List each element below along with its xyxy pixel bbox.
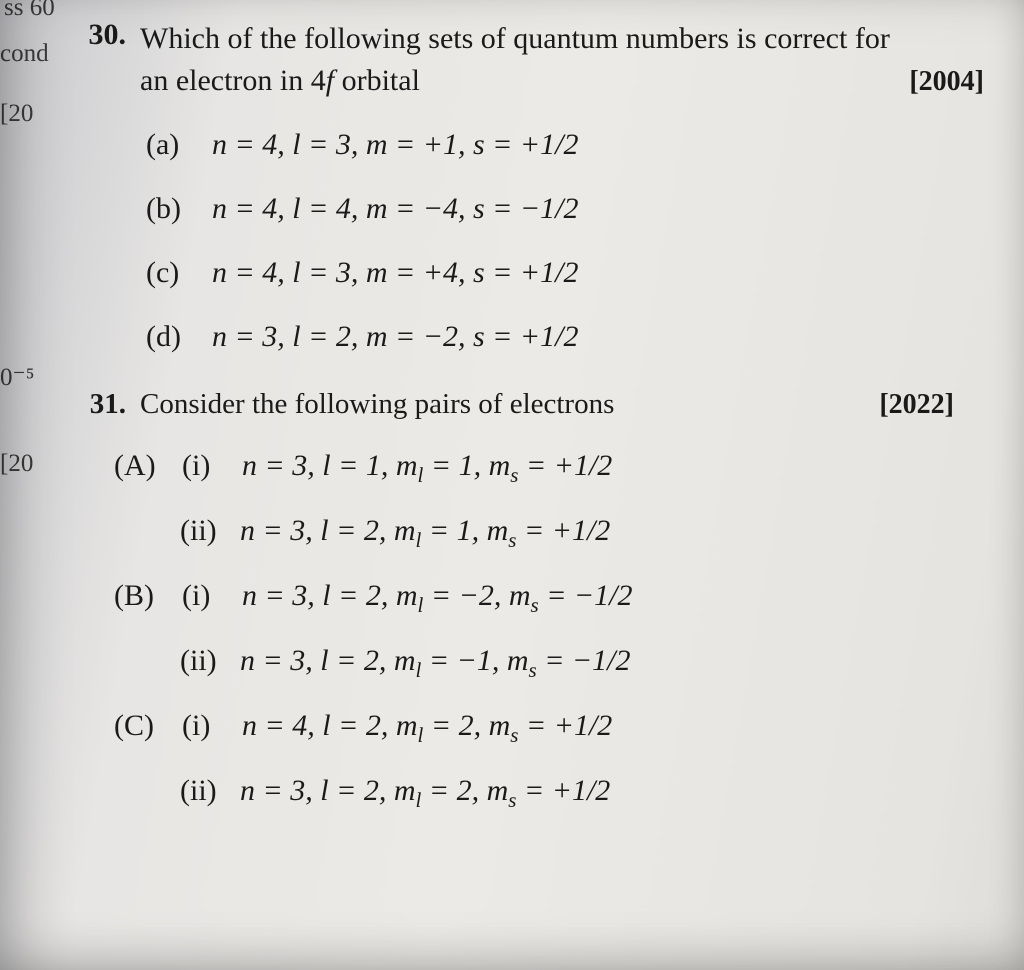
q30-opt-a-label: (a) bbox=[146, 128, 192, 162]
q31-C-ii-inner: (ii) bbox=[180, 774, 226, 808]
q30-options: (a) n = 4, l = 3, m = +1, s = +1/2 (b) n… bbox=[146, 128, 984, 354]
q31-C-outer: (C) bbox=[114, 709, 168, 743]
q30-opt-b-label: (b) bbox=[146, 192, 192, 226]
q31-pair-A-i: (A) (i) n = 3, l = 1, ml = 1, ms = +1/2 bbox=[114, 449, 984, 488]
q31-number: 31. bbox=[80, 388, 126, 421]
q31-A-ii-inner: (ii) bbox=[180, 514, 226, 548]
q31-C-i-math: n = 4, l = 2, ml = 2, ms = +1/2 bbox=[242, 709, 612, 748]
q30-stem-line1: Which of the following sets of quantum n… bbox=[140, 22, 890, 55]
q31-A-i-math: n = 3, l = 1, ml = 1, ms = +1/2 bbox=[242, 449, 612, 488]
q31-stem: Consider the following pairs of electron… bbox=[140, 384, 614, 425]
q31-B-i-inner: (i) bbox=[182, 579, 228, 613]
q30-opt-b-math: n = 4, l = 4, m = −4, s = −1/2 bbox=[212, 192, 578, 226]
q31-pair-C-i: (C) (i) n = 4, l = 2, ml = 2, ms = +1/2 bbox=[114, 709, 984, 748]
q31-B-outer: (B) bbox=[114, 579, 168, 613]
q30-option-a: (a) n = 4, l = 3, m = +1, s = +1/2 bbox=[146, 128, 984, 162]
q31-pair-B-i: (B) (i) n = 3, l = 2, ml = −2, ms = −1/2 bbox=[114, 579, 984, 618]
edge-text-1: ss 60 bbox=[4, 0, 55, 22]
q30-opt-d-label: (d) bbox=[146, 320, 192, 354]
edge-text-5: [20 bbox=[0, 450, 33, 478]
q31-B-ii-math: n = 3, l = 2, ml = −1, ms = −1/2 bbox=[240, 644, 631, 683]
q30-option-c: (c) n = 4, l = 3, m = +4, s = +1/2 bbox=[146, 256, 984, 290]
q30-opt-a-math: n = 4, l = 3, m = +1, s = +1/2 bbox=[212, 128, 578, 162]
q30-stem-line2b: orbital bbox=[334, 64, 420, 97]
q31-C-ii-math: n = 3, l = 2, ml = 2, ms = +1/2 bbox=[240, 774, 610, 813]
q30-opt-c-label: (c) bbox=[146, 256, 192, 290]
q31-pair-A-ii: (ii) n = 3, l = 2, ml = 1, ms = +1/2 bbox=[180, 514, 984, 553]
q31-B-i-math: n = 3, l = 2, ml = −2, ms = −1/2 bbox=[242, 579, 633, 618]
q30-opt-c-math: n = 4, l = 3, m = +4, s = +1/2 bbox=[212, 256, 578, 290]
q31-A-outer: (A) bbox=[114, 449, 168, 483]
edge-text-3: [20 bbox=[0, 100, 33, 128]
q30-option-b: (b) n = 4, l = 4, m = −4, s = −1/2 bbox=[146, 192, 984, 226]
q30-year: [2004] bbox=[909, 62, 984, 101]
q31-pairs: (A) (i) n = 3, l = 1, ml = 1, ms = +1/2 … bbox=[114, 449, 984, 813]
q30-stem-line2a: an electron in 4 bbox=[140, 64, 326, 97]
q31-pair-C-ii: (ii) n = 3, l = 2, ml = 2, ms = +1/2 bbox=[180, 774, 984, 813]
q30-number: 30. bbox=[80, 18, 126, 52]
q30-stem: Which of the following sets of quantum n… bbox=[140, 18, 984, 102]
edge-text-4: 0⁻⁵ bbox=[0, 362, 34, 392]
q30-opt-d-math: n = 3, l = 2, m = −2, s = +1/2 bbox=[212, 320, 578, 354]
edge-text-2: cond bbox=[0, 40, 49, 68]
question-31: 31. Consider the following pairs of elec… bbox=[80, 384, 984, 813]
q30-option-d: (d) n = 3, l = 2, m = −2, s = +1/2 bbox=[146, 320, 984, 354]
q31-year: [2022] bbox=[879, 389, 954, 421]
page: ss 60 cond [20 0⁻⁵ [20 30. Which of the … bbox=[0, 0, 1024, 970]
question-30: 30. Which of the following sets of quant… bbox=[80, 18, 984, 354]
q31-A-ii-math: n = 3, l = 2, ml = 1, ms = +1/2 bbox=[240, 514, 610, 553]
q31-A-i-inner: (i) bbox=[182, 449, 228, 483]
q30-orbital-letter: f bbox=[326, 64, 334, 97]
q31-B-ii-inner: (ii) bbox=[180, 644, 226, 678]
q31-pair-B-ii: (ii) n = 3, l = 2, ml = −1, ms = −1/2 bbox=[180, 644, 984, 683]
q31-C-i-inner: (i) bbox=[182, 709, 228, 743]
